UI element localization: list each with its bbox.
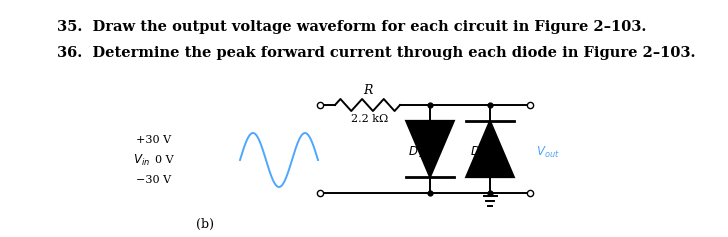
Polygon shape: [406, 121, 454, 177]
Text: $D_1$: $D_1$: [408, 144, 424, 160]
Text: 0 V: 0 V: [155, 155, 173, 165]
Text: 2.2 kΩ: 2.2 kΩ: [351, 114, 388, 124]
Text: 35.  Draw the output voltage waveform for each circuit in Figure 2–103.: 35. Draw the output voltage waveform for…: [57, 20, 646, 34]
Text: (b): (b): [196, 218, 214, 231]
Text: R: R: [363, 85, 372, 97]
Polygon shape: [466, 121, 514, 177]
Text: −30 V: −30 V: [136, 175, 171, 185]
Text: 36.  Determine the peak forward current through each diode in Figure 2–103.: 36. Determine the peak forward current t…: [57, 46, 695, 60]
Text: +30 V: +30 V: [136, 135, 171, 145]
Text: $V_{out}$: $V_{out}$: [536, 144, 560, 160]
Text: $D_2$: $D_2$: [470, 144, 486, 160]
Text: $V_{in}$: $V_{in}$: [133, 152, 150, 168]
